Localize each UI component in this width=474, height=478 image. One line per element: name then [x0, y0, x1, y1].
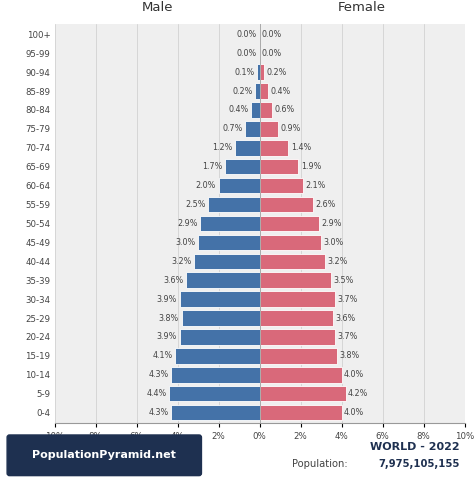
Text: 0.0%: 0.0%	[237, 30, 257, 39]
Text: 3.8%: 3.8%	[159, 314, 179, 323]
Bar	[251, 102, 259, 118]
Bar	[259, 367, 341, 382]
Text: 7,975,105,155: 7,975,105,155	[0, 477, 1, 478]
Bar	[172, 405, 259, 420]
Text: 0.0%: 0.0%	[262, 49, 282, 58]
Bar	[200, 216, 259, 231]
Bar	[245, 121, 259, 137]
Text: 4.0%: 4.0%	[344, 370, 364, 380]
Text: 0.0%: 0.0%	[262, 30, 282, 39]
Bar	[180, 292, 259, 307]
Text: 3.2%: 3.2%	[328, 257, 348, 266]
Bar	[235, 140, 259, 155]
Bar	[259, 386, 346, 402]
Text: 1.7%: 1.7%	[202, 162, 222, 171]
Bar	[259, 253, 325, 269]
Text: PopulationPyramid.net: PopulationPyramid.net	[32, 450, 176, 460]
Text: 4.0%: 4.0%	[344, 408, 364, 417]
Bar	[259, 405, 341, 420]
Bar	[225, 159, 259, 174]
Bar	[259, 310, 333, 326]
Bar	[259, 197, 313, 212]
Bar	[180, 329, 259, 345]
Text: 3.6%: 3.6%	[163, 276, 183, 285]
Bar	[255, 83, 259, 99]
Bar	[259, 121, 278, 137]
Text: 3.6%: 3.6%	[336, 314, 356, 323]
Bar	[259, 348, 337, 364]
Bar	[257, 65, 259, 80]
Text: 7,975,105,155: 7,975,105,155	[378, 459, 460, 468]
Text: 0.7%: 0.7%	[222, 124, 243, 133]
Text: 2.0%: 2.0%	[196, 181, 216, 190]
Bar	[259, 178, 302, 194]
Text: 4.1%: 4.1%	[153, 351, 173, 360]
Text: 3.0%: 3.0%	[175, 238, 196, 247]
Text: 2.9%: 2.9%	[321, 219, 342, 228]
Bar	[182, 310, 259, 326]
Text: 3.2%: 3.2%	[171, 257, 191, 266]
Text: 3.5%: 3.5%	[334, 276, 354, 285]
Text: 3.0%: 3.0%	[323, 238, 344, 247]
Text: 0.9%: 0.9%	[281, 124, 301, 133]
Text: 0.2%: 0.2%	[266, 67, 286, 76]
Bar	[172, 367, 259, 382]
Text: Population:: Population:	[292, 459, 350, 468]
Bar	[259, 329, 336, 345]
Text: WORLD - 2022: WORLD - 2022	[370, 442, 460, 452]
Text: 0.4%: 0.4%	[228, 106, 249, 114]
Bar	[198, 235, 259, 250]
Bar	[194, 253, 259, 269]
Text: 3.9%: 3.9%	[157, 333, 177, 341]
Text: 4.4%: 4.4%	[146, 389, 167, 398]
Text: 0.4%: 0.4%	[270, 87, 291, 96]
Bar	[259, 140, 288, 155]
Text: 0.2%: 0.2%	[233, 87, 253, 96]
Text: 1.2%: 1.2%	[212, 143, 232, 152]
Text: 2.6%: 2.6%	[315, 200, 336, 209]
Text: 0.6%: 0.6%	[274, 106, 294, 114]
Text: 2.1%: 2.1%	[305, 181, 326, 190]
Text: 3.7%: 3.7%	[338, 294, 358, 304]
Text: 1.4%: 1.4%	[291, 143, 311, 152]
Bar	[259, 102, 272, 118]
Bar	[186, 272, 259, 288]
Bar	[175, 348, 259, 364]
Text: Population:: Population:	[0, 477, 1, 478]
Text: 4.2%: 4.2%	[348, 389, 368, 398]
Bar	[259, 83, 268, 99]
Text: 0.1%: 0.1%	[235, 67, 255, 76]
Bar	[259, 159, 299, 174]
Bar	[259, 292, 336, 307]
Text: Female: Female	[338, 1, 386, 14]
Text: Male: Male	[141, 1, 173, 14]
Text: 3.9%: 3.9%	[157, 294, 177, 304]
Bar	[208, 197, 259, 212]
Bar	[219, 178, 259, 194]
Bar	[259, 65, 264, 80]
Text: 0.0%: 0.0%	[237, 49, 257, 58]
Text: 1.9%: 1.9%	[301, 162, 321, 171]
Text: 3.8%: 3.8%	[340, 351, 360, 360]
Bar	[169, 386, 259, 402]
Text: 3.7%: 3.7%	[338, 333, 358, 341]
Text: 4.3%: 4.3%	[149, 370, 169, 380]
Text: 4.3%: 4.3%	[149, 408, 169, 417]
Text: 2.9%: 2.9%	[177, 219, 198, 228]
Text: 2.5%: 2.5%	[185, 200, 206, 209]
Bar	[259, 272, 331, 288]
Bar	[259, 216, 319, 231]
Bar	[259, 235, 321, 250]
